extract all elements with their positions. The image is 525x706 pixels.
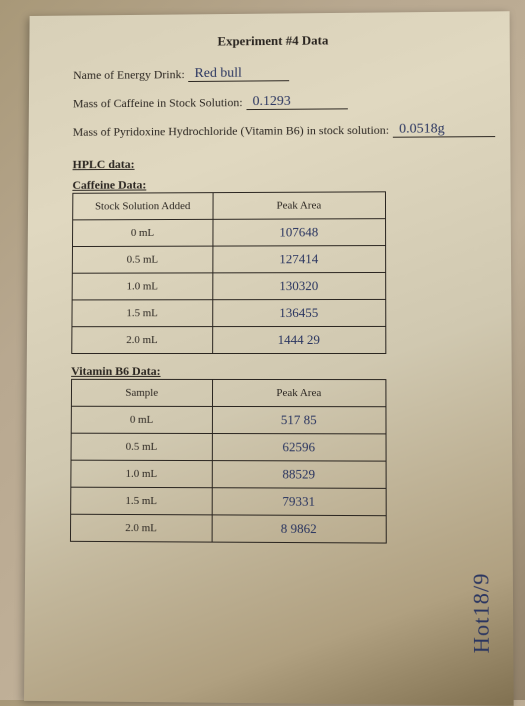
table-row: 1.5 mL136455: [72, 299, 386, 326]
label-energy-drink: Name of Energy Drink:: [73, 67, 185, 83]
cell-vol: 0 mL: [72, 219, 212, 246]
cell-area: 88529: [212, 461, 386, 489]
table-header-row: Stock Solution Added Peak Area: [73, 192, 386, 220]
cell-vol: 1.5 mL: [72, 300, 213, 327]
table-row: 1.0 mL88529: [71, 460, 386, 488]
caffeine-col2: Peak Area: [213, 192, 386, 220]
b6-col1: Sample: [71, 379, 212, 406]
table-row: 0.5 mL127414: [72, 246, 385, 274]
value-energy-drink: Red bull: [189, 66, 290, 82]
table-row: 2.0 mL1444 29: [72, 326, 386, 353]
table-header-row: Sample Peak Area: [71, 379, 385, 406]
experiment-title: Experiment #4 Data: [73, 31, 474, 50]
cell-vol: 2.0 mL: [70, 514, 211, 542]
b6-col2: Peak Area: [212, 379, 386, 406]
value-mass-caffeine: 0.1293: [247, 95, 348, 111]
cell-area: 8 9862: [212, 515, 386, 543]
cell-area: 107648: [213, 219, 386, 246]
cell-area: 130320: [212, 272, 385, 299]
cell-vol: 0.5 mL: [71, 433, 212, 460]
hplc-heading: HPLC data:: [73, 155, 476, 172]
field-mass-caffeine: Mass of Caffeine in Stock Solution: 0.12…: [73, 94, 475, 112]
field-energy-drink: Name of Energy Drink: Red bull: [73, 65, 475, 83]
field-mass-b6: Mass of Pyridoxine Hydrochloride (Vitami…: [73, 122, 475, 139]
margin-handwriting: Hot18/9: [468, 572, 495, 653]
caffeine-table: Stock Solution Added Peak Area 0 mL10764…: [71, 191, 386, 354]
cell-vol: 1.5 mL: [71, 487, 212, 515]
label-mass-b6: Mass of Pyridoxine Hydrochloride (Vitami…: [73, 123, 389, 140]
worksheet-paper: Experiment #4 Data Name of Energy Drink:…: [24, 11, 514, 706]
cell-vol: 0 mL: [71, 406, 212, 433]
b6-table: Sample Peak Area 0 mL517 85 0.5 mL62596 …: [70, 379, 387, 544]
caffeine-col1: Stock Solution Added: [73, 193, 213, 220]
cell-area: 127414: [213, 246, 386, 273]
value-mass-b6: 0.0518g: [393, 122, 495, 138]
label-mass-caffeine: Mass of Caffeine in Stock Solution:: [73, 95, 243, 111]
table-row: 0.5 mL62596: [71, 433, 386, 461]
cell-area: 1444 29: [212, 326, 385, 353]
cell-vol: 1.0 mL: [72, 273, 212, 300]
cell-vol: 0.5 mL: [72, 246, 212, 273]
caffeine-heading: Caffeine Data:: [72, 176, 475, 193]
table-row: 2.0 mL8 9862: [70, 514, 386, 543]
cell-area: 79331: [212, 488, 386, 516]
cell-area: 136455: [212, 299, 385, 326]
table-row: 1.5 mL79331: [71, 487, 386, 516]
cell-vol: 1.0 mL: [71, 460, 212, 488]
cell-area: 517 85: [212, 406, 386, 433]
table-row: 0 mL517 85: [71, 406, 386, 434]
cell-area: 62596: [212, 434, 386, 462]
b6-heading: Vitamin B6 Data:: [71, 364, 476, 379]
table-row: 0 mL107648: [72, 219, 385, 247]
table-row: 1.0 mL130320: [72, 272, 385, 299]
cell-vol: 2.0 mL: [72, 327, 213, 354]
